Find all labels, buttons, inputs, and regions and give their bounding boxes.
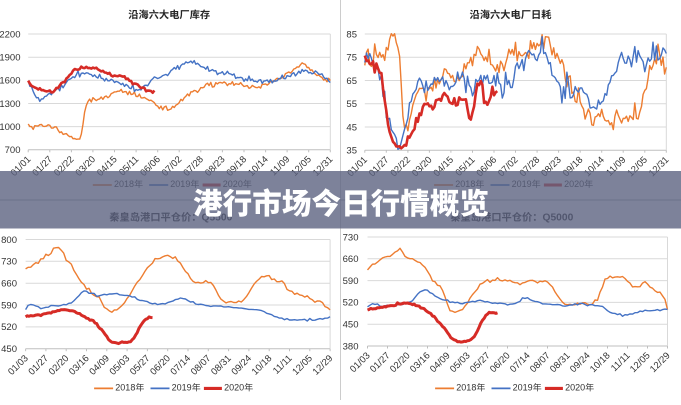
svg-text:450: 450	[1, 344, 17, 355]
svg-text:85: 85	[346, 29, 357, 40]
svg-text:730: 730	[343, 232, 359, 243]
svg-text:45: 45	[346, 122, 357, 133]
svg-text:2200: 2200	[0, 29, 21, 40]
svg-text:520: 520	[343, 298, 359, 309]
svg-text:65: 65	[346, 76, 357, 87]
svg-text:800: 800	[1, 235, 17, 246]
svg-text:590: 590	[343, 276, 359, 287]
svg-text:75: 75	[346, 53, 357, 64]
svg-text:450: 450	[343, 320, 359, 331]
svg-text:2020: 2020	[224, 383, 244, 393]
svg-text:1000: 1000	[0, 122, 21, 133]
svg-text:660: 660	[1, 279, 17, 290]
svg-text:2018: 2018	[115, 383, 135, 393]
svg-text:730: 730	[1, 257, 17, 268]
svg-text:2019: 2019	[172, 383, 192, 393]
svg-text:380: 380	[343, 341, 359, 352]
svg-text:35: 35	[346, 146, 357, 157]
svg-text:700: 700	[5, 145, 21, 156]
svg-text:590: 590	[1, 300, 17, 311]
svg-text:520: 520	[1, 322, 17, 333]
svg-text:2020: 2020	[565, 383, 585, 393]
svg-text:1600: 1600	[0, 76, 21, 87]
svg-text:660: 660	[343, 254, 359, 265]
svg-text:1900: 1900	[0, 53, 21, 64]
svg-text:55: 55	[346, 99, 357, 110]
svg-text:1300: 1300	[0, 99, 21, 110]
svg-text:2019: 2019	[513, 383, 533, 393]
svg-text:2018: 2018	[456, 383, 476, 393]
